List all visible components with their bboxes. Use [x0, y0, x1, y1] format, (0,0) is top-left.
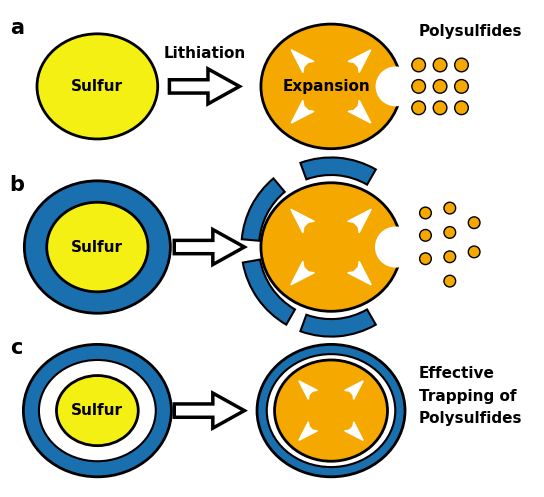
Polygon shape [299, 422, 317, 440]
Polygon shape [345, 422, 363, 440]
Circle shape [455, 58, 468, 72]
Circle shape [468, 217, 480, 229]
Circle shape [444, 251, 456, 262]
Ellipse shape [47, 202, 148, 292]
Ellipse shape [23, 344, 171, 477]
Ellipse shape [267, 354, 395, 467]
Ellipse shape [261, 24, 401, 149]
Ellipse shape [275, 360, 387, 461]
Circle shape [412, 101, 425, 115]
Circle shape [375, 67, 416, 106]
Polygon shape [299, 381, 317, 400]
Text: Lithiation: Lithiation [163, 46, 245, 61]
Circle shape [419, 253, 431, 264]
Circle shape [444, 275, 456, 287]
Polygon shape [348, 100, 371, 123]
Text: Sulfur: Sulfur [71, 240, 123, 254]
Circle shape [468, 246, 480, 258]
Polygon shape [291, 100, 314, 123]
Text: Polysulfides: Polysulfides [419, 24, 522, 39]
Wedge shape [243, 259, 295, 325]
Ellipse shape [37, 34, 158, 139]
Text: Sulfur: Sulfur [71, 79, 123, 94]
Text: Sulfur: Sulfur [71, 403, 123, 418]
Polygon shape [169, 69, 239, 104]
Ellipse shape [57, 376, 138, 446]
Polygon shape [174, 393, 244, 428]
Text: c: c [10, 337, 22, 357]
Circle shape [419, 207, 431, 219]
Wedge shape [242, 178, 285, 241]
Polygon shape [291, 209, 314, 233]
Polygon shape [348, 209, 371, 233]
Wedge shape [300, 310, 376, 336]
Polygon shape [348, 50, 371, 73]
Polygon shape [348, 261, 371, 285]
Circle shape [455, 80, 468, 93]
Circle shape [412, 58, 425, 72]
Polygon shape [291, 50, 314, 73]
Ellipse shape [261, 183, 401, 311]
Circle shape [455, 101, 468, 115]
Circle shape [412, 80, 425, 93]
Circle shape [433, 101, 447, 115]
Text: Expansion: Expansion [282, 79, 370, 94]
Circle shape [375, 227, 416, 267]
Ellipse shape [24, 181, 170, 313]
Circle shape [444, 202, 456, 214]
Polygon shape [291, 261, 314, 285]
Polygon shape [345, 381, 363, 400]
Wedge shape [300, 158, 376, 185]
Text: b: b [10, 175, 24, 195]
Polygon shape [174, 230, 244, 264]
Ellipse shape [39, 360, 156, 461]
Circle shape [433, 58, 447, 72]
Circle shape [419, 230, 431, 241]
Text: Effective
Trapping of
Polysulfides: Effective Trapping of Polysulfides [419, 366, 522, 426]
Circle shape [444, 227, 456, 238]
Circle shape [433, 80, 447, 93]
Ellipse shape [257, 344, 405, 477]
Text: a: a [10, 18, 24, 38]
